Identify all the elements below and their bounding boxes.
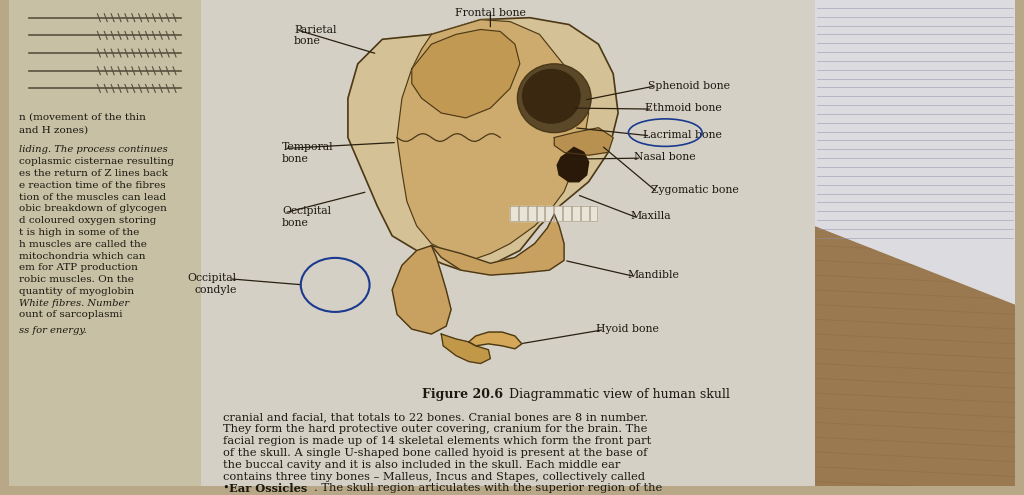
Text: Ear Ossicles: Ear Ossicles bbox=[229, 483, 307, 495]
Text: robic muscles. On the: robic muscles. On the bbox=[18, 275, 134, 284]
Polygon shape bbox=[392, 246, 452, 334]
Text: Occipital
bone: Occipital bone bbox=[282, 206, 331, 228]
Text: tion of the muscles can lead: tion of the muscles can lead bbox=[18, 193, 166, 201]
Polygon shape bbox=[815, 0, 1015, 304]
Text: . The skull region articulates with the superior region of the: . The skull region articulates with the … bbox=[313, 483, 662, 494]
Polygon shape bbox=[397, 20, 589, 260]
Polygon shape bbox=[527, 206, 536, 221]
Text: Nasal bone: Nasal bone bbox=[634, 152, 695, 162]
Text: n (movement of the thin: n (movement of the thin bbox=[18, 113, 145, 122]
Text: Lacrimal bone: Lacrimal bone bbox=[643, 130, 722, 140]
Text: cranial and facial, that totals to 22 bones. Cranial bones are 8 in number.: cranial and facial, that totals to 22 bo… bbox=[223, 413, 648, 423]
Text: Maxilla: Maxilla bbox=[631, 211, 672, 221]
Polygon shape bbox=[348, 18, 618, 270]
Polygon shape bbox=[519, 206, 526, 221]
Polygon shape bbox=[510, 206, 518, 221]
Text: d coloured oxygen storing: d coloured oxygen storing bbox=[18, 216, 157, 225]
Polygon shape bbox=[441, 334, 490, 363]
Text: Mandible: Mandible bbox=[628, 270, 680, 280]
Polygon shape bbox=[431, 214, 564, 275]
Polygon shape bbox=[815, 226, 1015, 486]
Polygon shape bbox=[537, 206, 545, 221]
Polygon shape bbox=[469, 332, 522, 349]
Text: ss for energy.: ss for energy. bbox=[18, 326, 87, 335]
Text: Parietal
bone: Parietal bone bbox=[294, 25, 337, 46]
Text: liding. The process continues: liding. The process continues bbox=[18, 146, 168, 154]
Text: of the skull. A single U-shaped bone called hyoid is present at the base of: of the skull. A single U-shaped bone cal… bbox=[223, 448, 647, 458]
Text: contains three tiny bones – Malleus, Incus and Stapes, collectively called: contains three tiny bones – Malleus, Inc… bbox=[223, 472, 645, 482]
Text: the buccal cavity and it is also included in the skull. Each middle ear: the buccal cavity and it is also include… bbox=[223, 460, 621, 470]
Polygon shape bbox=[572, 206, 580, 221]
Text: em for ATP production: em for ATP production bbox=[18, 263, 137, 272]
Text: Sphenoid bone: Sphenoid bone bbox=[647, 81, 729, 91]
FancyBboxPatch shape bbox=[9, 0, 201, 486]
Polygon shape bbox=[557, 148, 589, 182]
Text: coplasmic cisternae resulting: coplasmic cisternae resulting bbox=[18, 157, 174, 166]
Text: Ethmoid bone: Ethmoid bone bbox=[645, 103, 721, 113]
Text: t is high in some of the: t is high in some of the bbox=[18, 228, 139, 237]
Text: quantity of myoglobin: quantity of myoglobin bbox=[18, 287, 134, 296]
Ellipse shape bbox=[517, 64, 591, 133]
Text: Frontal bone: Frontal bone bbox=[455, 8, 525, 18]
Polygon shape bbox=[554, 206, 562, 221]
Text: facial region is made up of 14 skeletal elements which form the front part: facial region is made up of 14 skeletal … bbox=[223, 436, 651, 446]
Text: and H zones): and H zones) bbox=[18, 126, 88, 135]
Text: e reaction time of the fibres: e reaction time of the fibres bbox=[18, 181, 166, 190]
Text: White fibres. Number: White fibres. Number bbox=[18, 298, 129, 308]
Text: h muscles are called the: h muscles are called the bbox=[18, 240, 146, 248]
Text: Occipital
condyle: Occipital condyle bbox=[187, 273, 237, 295]
Ellipse shape bbox=[522, 69, 581, 124]
Text: •: • bbox=[223, 483, 233, 494]
Text: Hyoid bone: Hyoid bone bbox=[597, 324, 659, 334]
Text: Temporal
bone: Temporal bone bbox=[282, 143, 334, 164]
Polygon shape bbox=[412, 30, 520, 118]
Polygon shape bbox=[546, 206, 553, 221]
Text: es the return of Z lines back: es the return of Z lines back bbox=[18, 169, 168, 178]
Text: ount of sarcoplasmi: ount of sarcoplasmi bbox=[18, 310, 122, 319]
Text: obic breakdown of glycogen: obic breakdown of glycogen bbox=[18, 204, 167, 213]
Polygon shape bbox=[590, 206, 597, 221]
FancyBboxPatch shape bbox=[201, 0, 815, 486]
Text: Diagrammatic view of human skull: Diagrammatic view of human skull bbox=[505, 388, 730, 401]
Text: They form the hard protective outer covering, cranium for the brain. The: They form the hard protective outer cove… bbox=[223, 424, 647, 435]
Polygon shape bbox=[581, 206, 589, 221]
Polygon shape bbox=[563, 206, 571, 221]
Text: Figure 20.6: Figure 20.6 bbox=[422, 388, 503, 401]
Text: Zygomatic bone: Zygomatic bone bbox=[650, 185, 738, 195]
Text: mitochondria which can: mitochondria which can bbox=[18, 251, 145, 260]
Polygon shape bbox=[554, 128, 613, 155]
